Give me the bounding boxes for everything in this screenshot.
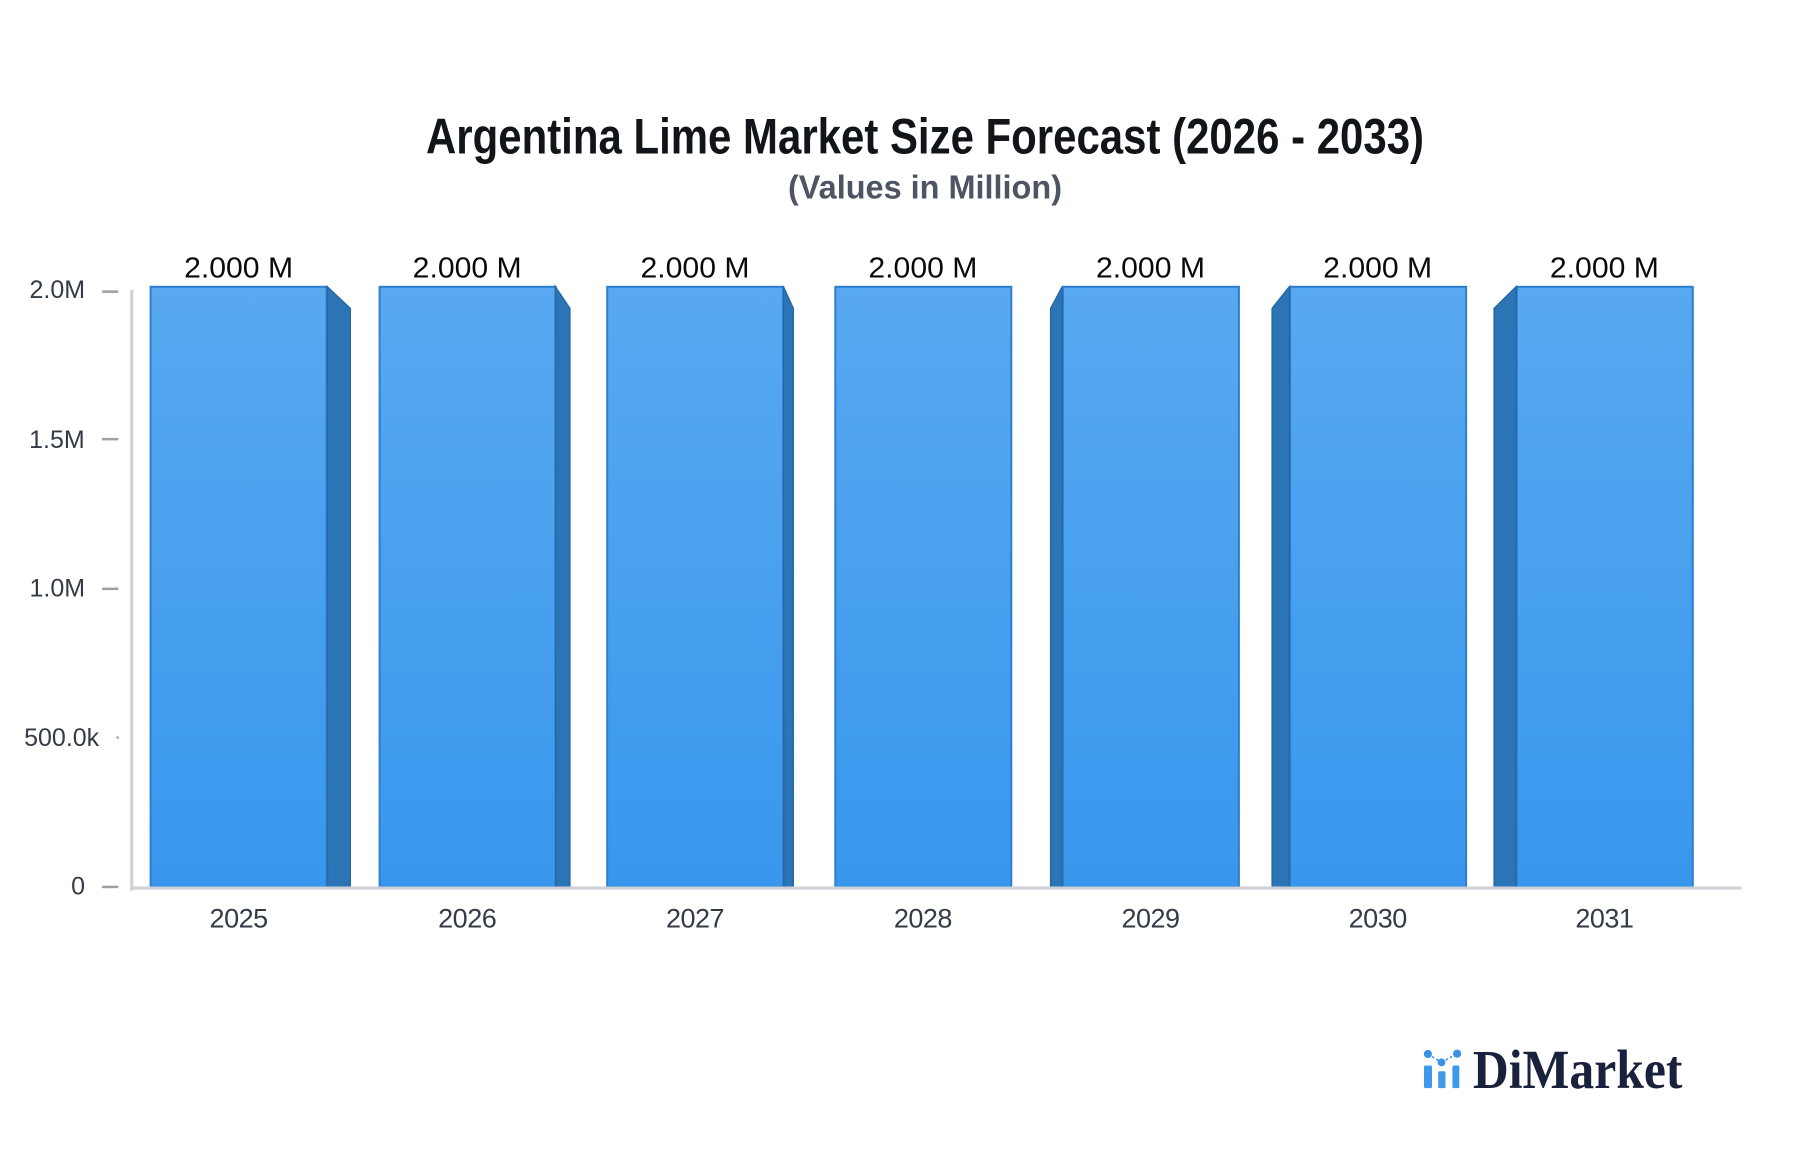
svg-text:2031: 2031: [1575, 904, 1633, 934]
svg-text:500.0k: 500.0k: [24, 724, 100, 752]
svg-text:DiMarket: DiMarket: [1473, 1039, 1683, 1100]
svg-text:2.000 M: 2.000 M: [184, 253, 293, 285]
svg-text:0: 0: [71, 872, 85, 900]
svg-text:1.0M: 1.0M: [30, 574, 86, 602]
svg-text:2.0M: 2.0M: [30, 276, 86, 304]
svg-text:2.000 M: 2.000 M: [868, 253, 977, 285]
svg-text:2027: 2027: [666, 904, 724, 934]
svg-text:(Values in Million): (Values in Million): [788, 168, 1062, 205]
svg-text:Argentina Lime Market Size For: Argentina Lime Market Size Forecast (202…: [426, 108, 1424, 164]
svg-text:2028: 2028: [894, 904, 952, 934]
svg-text:2030: 2030: [1349, 904, 1407, 934]
svg-text:2.000 M: 2.000 M: [1323, 253, 1432, 285]
svg-text:2.000 M: 2.000 M: [641, 253, 750, 285]
svg-text:2026: 2026: [438, 904, 496, 934]
svg-text:2.000 M: 2.000 M: [1096, 253, 1205, 285]
svg-text:2025: 2025: [210, 904, 268, 934]
svg-text:1.5M: 1.5M: [29, 426, 85, 454]
svg-text:2029: 2029: [1121, 904, 1179, 934]
svg-text:2.000 M: 2.000 M: [413, 253, 522, 285]
svg-text:2.000 M: 2.000 M: [1550, 253, 1659, 285]
